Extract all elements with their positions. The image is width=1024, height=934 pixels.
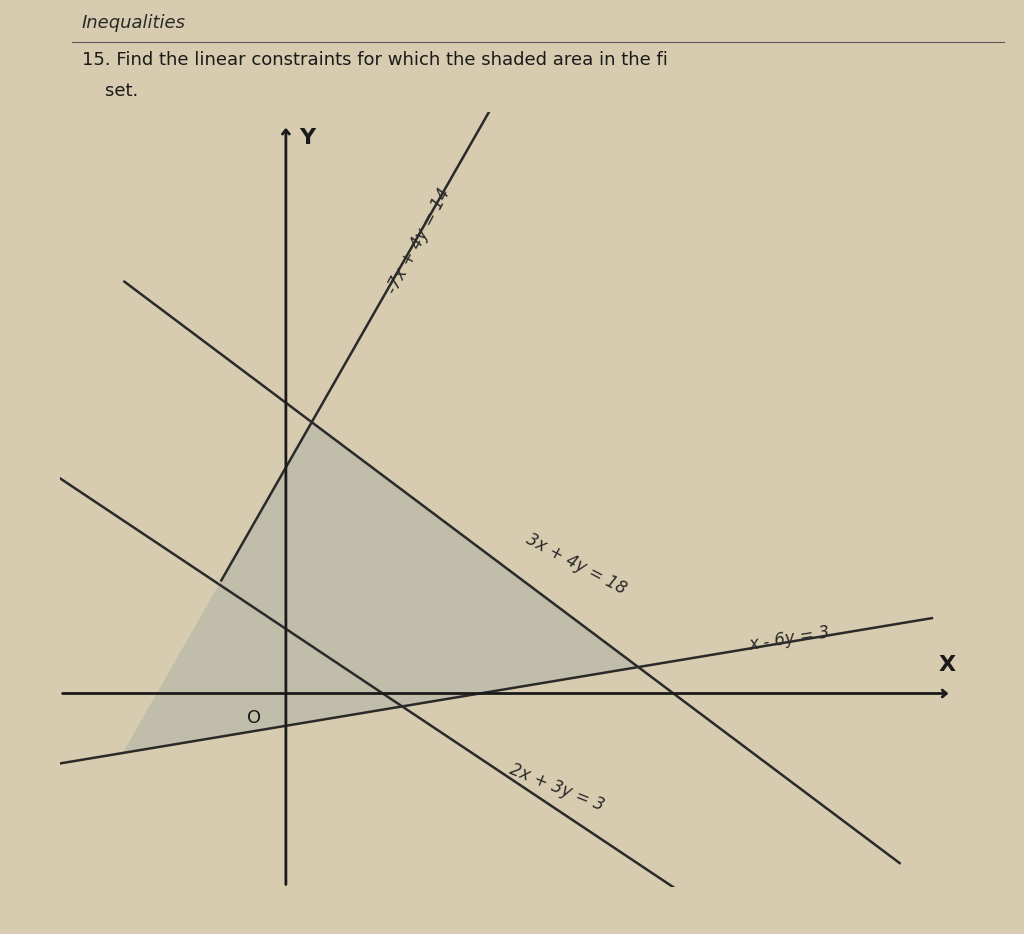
Text: 3x + 4y = 18: 3x + 4y = 18 (523, 531, 630, 599)
Text: 2x + 3y = 3: 2x + 3y = 3 (507, 760, 607, 814)
Text: X: X (938, 655, 955, 675)
Text: Inequalities: Inequalities (82, 14, 186, 32)
Text: set.: set. (82, 82, 138, 100)
Text: O: O (247, 709, 261, 727)
Polygon shape (123, 422, 638, 753)
Text: 15. Find the linear constraints for which the shaded area in the fi: 15. Find the linear constraints for whic… (82, 51, 668, 69)
Text: x - 6y = 3: x - 6y = 3 (748, 623, 831, 654)
Text: Y: Y (299, 128, 315, 149)
Text: -7x + 4y = 14: -7x + 4y = 14 (383, 186, 454, 297)
